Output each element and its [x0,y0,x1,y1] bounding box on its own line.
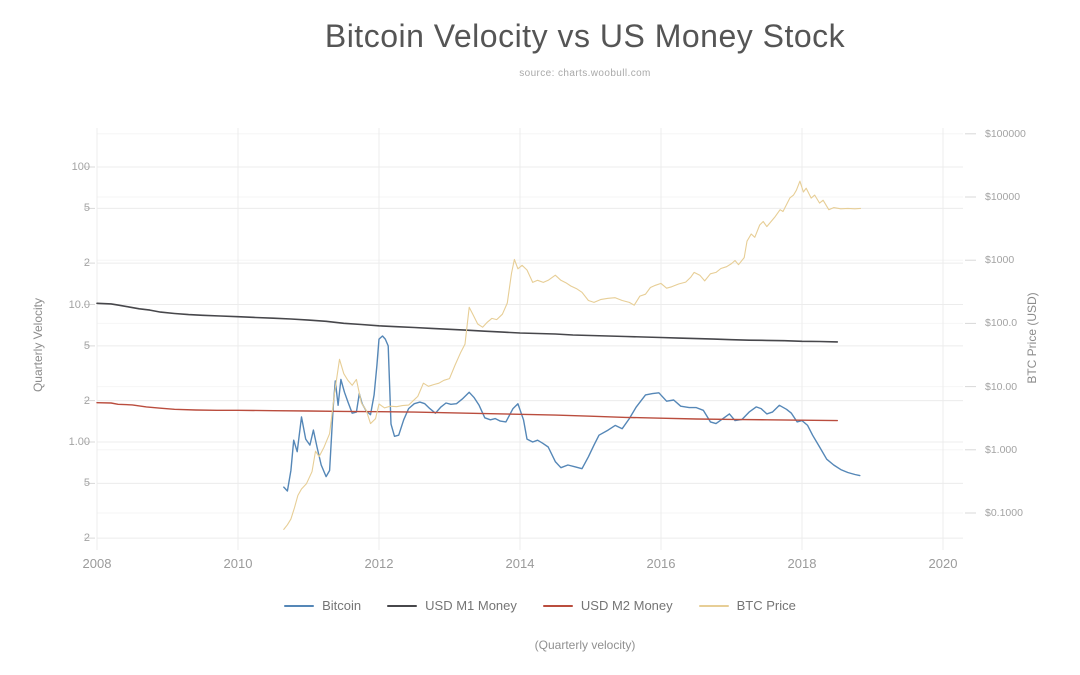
y-right-tick-label: $100000 [985,127,1026,140]
legend-label: USD M1 Money [425,598,517,613]
legend-label: USD M2 Money [580,598,673,613]
y-left-tick-label: 5 [83,339,90,352]
y-left-tick-label: 100 [71,161,90,173]
legend-item-usd-m1-money[interactable]: USD M1 Money [387,598,517,613]
y-left-tick-label: 2 [83,532,90,545]
chart-caption: (Quarterly velocity) [534,638,636,652]
series-line-usd-m2-money[interactable] [96,402,838,422]
x-tick-label: 2008 [82,556,112,571]
legend-label: Bitcoin [322,598,362,613]
y-right-tick-label: $100.0 [985,317,1018,330]
chart-subtitle: source: charts.woobull.com [519,68,651,79]
legend-line-marker [284,604,315,607]
legend-line-marker [542,604,573,607]
y-left-tick-label: 5 [83,202,90,215]
legend: Bitcoin USD M1 Money USD M2 Money BTC Price [0,598,1080,613]
legend-label: BTC Price [736,598,796,613]
y-right-tick-label: $1.000 [985,443,1018,456]
x-tick-label: 2010 [223,556,253,571]
legend-line-marker [698,604,729,607]
y-left-tick-label: 5 [83,477,90,490]
y-left-tick-label: 2 [83,394,90,407]
x-tick-label: 2012 [364,556,394,571]
x-tick-label: 2016 [646,556,676,571]
y-right-tick-label: $10.00 [985,380,1018,393]
series-line-bitcoin[interactable] [283,335,861,492]
y-left-tick-label: 2 [83,257,90,270]
y-right-tick-label: $1000 [985,254,1015,267]
legend-item-btc-price[interactable]: BTC Price [698,598,796,613]
series-line-usd-m1-money[interactable] [96,302,839,343]
y-left-tick-label: 10.0 [68,298,90,311]
y-right-tick-label: $0.1000 [985,507,1023,519]
legend-item-usd-m2-money[interactable]: USD M2 Money [542,598,673,613]
legend-item-bitcoin[interactable]: Bitcoin [284,598,361,613]
x-tick-label: 2014 [505,556,535,571]
x-tick-label: 2020 [928,556,958,571]
chart-title: Bitcoin Velocity vs US Money Stock [324,18,846,54]
y-right-tick-label: $10000 [985,191,1021,203]
y-left-tick-label: 1.00 [68,436,90,448]
series-line-btc-price[interactable] [283,180,862,530]
legend-line-marker [387,604,418,607]
x-tick-label: 2018 [787,556,817,571]
